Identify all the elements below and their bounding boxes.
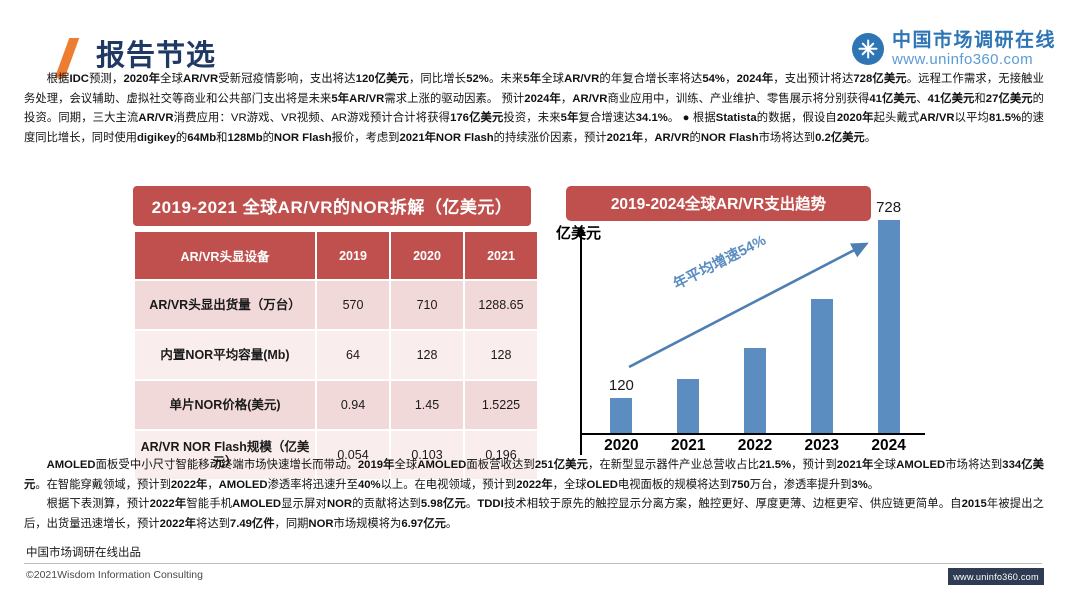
- table-header-row: AR/VR头显设备 2019 2020 2021: [135, 232, 537, 279]
- chart-bar-slot: [655, 211, 722, 433]
- chart-bar: [877, 220, 900, 433]
- chart-y-axis-arrow-icon: [576, 226, 586, 236]
- table-cell: 1288.65: [465, 281, 537, 329]
- chart-bar-value-label: 120: [608, 377, 634, 394]
- chart-bar-value-label: 728: [876, 199, 902, 216]
- chart-bars: 120 728: [588, 199, 922, 433]
- amoled-paragraph-2: 根据下表测算，预计2022年智能手机AMOLED显示屏对NOR的贡献将达到5.9…: [24, 498, 1044, 530]
- table-col-header-2020: 2020: [391, 232, 463, 279]
- chart-plot-area: 120 728 年平均增速54% 2020 2021 2022 2023 2024: [566, 199, 936, 455]
- brand-text: 中国市场调研在线 www.uninfo360.com: [892, 31, 1056, 67]
- chart-bar: [610, 398, 633, 433]
- table-cell: 0.054: [317, 431, 389, 479]
- chart-bar: [810, 299, 833, 433]
- chart-x-tick-label: 2021: [670, 437, 706, 454]
- footer-url-badge[interactable]: www.uninfo360.com: [948, 568, 1044, 585]
- footer-copyright: ©2021Wisdom Information Consulting: [26, 569, 203, 581]
- chart-bar-slot: [788, 211, 855, 433]
- snowflake-logo-icon: [851, 33, 884, 65]
- table-row-label: AR/VR头显出货量（万台）: [135, 281, 315, 329]
- chart-x-tick-labels: 2020 2021 2022 2023 2024: [588, 437, 922, 455]
- amoled-paragraph-block: AMOLED面板受中小尺寸智能移动终端市场快速增长而带动。2019年全球AMOL…: [24, 456, 1044, 534]
- footer-brandline: 中国市场调研在线出品: [26, 547, 141, 559]
- chart-x-axis: [580, 432, 925, 435]
- table-row: 单片NOR价格(美元) 0.94 1.45 1.5225: [135, 381, 537, 429]
- amoled-paragraph-1: AMOLED面板受中小尺寸智能移动终端市场快速增长而带动。2019年全球AMOL…: [24, 459, 1044, 491]
- table-cell: 0.94: [317, 381, 389, 429]
- chart-x-tick-label: 2020: [604, 437, 639, 454]
- intro-paragraph: 根据IDC预测，2020年全球AR/VR受新冠疫情影响，支出将达120亿美元，同…: [24, 73, 1044, 144]
- table-row: AR/VR头显出货量（万台） 570 710 1288.65: [135, 281, 537, 329]
- table-cell: 0.196: [465, 431, 537, 479]
- brand-name: 中国市场调研在线: [891, 30, 1056, 51]
- chart-bar-slot: [722, 211, 789, 433]
- table-cell: 570: [317, 281, 389, 329]
- table-cell: 710: [391, 281, 463, 329]
- chart-bar-slot: 728: [855, 199, 922, 433]
- table-cell: 0.103: [391, 431, 463, 479]
- nor-breakdown-panel: 2019-2021 全球AR/VR的NOR拆解（亿美元） AR/VR头显设备 2…: [133, 186, 537, 481]
- footer-divider: [24, 563, 1042, 564]
- chart-y-axis: [580, 234, 583, 455]
- table-cell: 128: [391, 331, 463, 379]
- table-cell: 128: [465, 331, 537, 379]
- chart-x-tick-label: 2022: [737, 437, 773, 454]
- spending-trend-chart-panel: 2019-2024全球AR/VR支出趋势 亿美元 120 728 年平均增速54%…: [556, 186, 936, 455]
- table-title: 2019-2021 全球AR/VR的NOR拆解（亿美元）: [133, 186, 531, 226]
- table-col-header-2019: 2019: [317, 232, 389, 279]
- slide-header: 报告节选 中国市场调研在线 www.uninfo360.com: [0, 14, 1066, 78]
- chart-bar-slot: 120: [588, 211, 655, 433]
- table-row: 内置NOR平均容量(Mb) 64 128 128: [135, 331, 537, 379]
- table-col-header-device: AR/VR头显设备: [135, 232, 315, 279]
- table-row-label: 单片NOR价格(美元): [135, 381, 315, 429]
- chart-title: 2019-2024全球AR/VR支出趋势: [566, 186, 871, 221]
- chart-bar: [743, 348, 766, 433]
- brand-lockup[interactable]: 中国市场调研在线 www.uninfo360.com: [851, 31, 1056, 67]
- table-row: AR/VR NOR Flash规模（亿美元） 0.054 0.103 0.196: [135, 431, 537, 479]
- table-cell: 1.5225: [465, 381, 537, 429]
- chart-x-tick-label: 2023: [804, 437, 840, 454]
- table-row-label: AR/VR NOR Flash规模（亿美元）: [135, 431, 315, 479]
- intro-paragraph-block: 根据IDC预测，2020年全球AR/VR受新冠疫情影响，支出将达120亿美元，同…: [24, 70, 1044, 148]
- table-row-label: 内置NOR平均容量(Mb): [135, 331, 315, 379]
- table-cell: 1.45: [391, 381, 463, 429]
- page-title: 报告节选: [96, 40, 217, 72]
- nor-breakdown-table: AR/VR头显设备 2019 2020 2021 AR/VR头显出货量（万台） …: [133, 230, 539, 481]
- chart-x-tick-label: 2024: [871, 437, 906, 454]
- table-col-header-2021: 2021: [465, 232, 537, 279]
- brand-url[interactable]: www.uninfo360.com: [891, 51, 1034, 68]
- chart-bar: [677, 379, 700, 433]
- table-cell: 64: [317, 331, 389, 379]
